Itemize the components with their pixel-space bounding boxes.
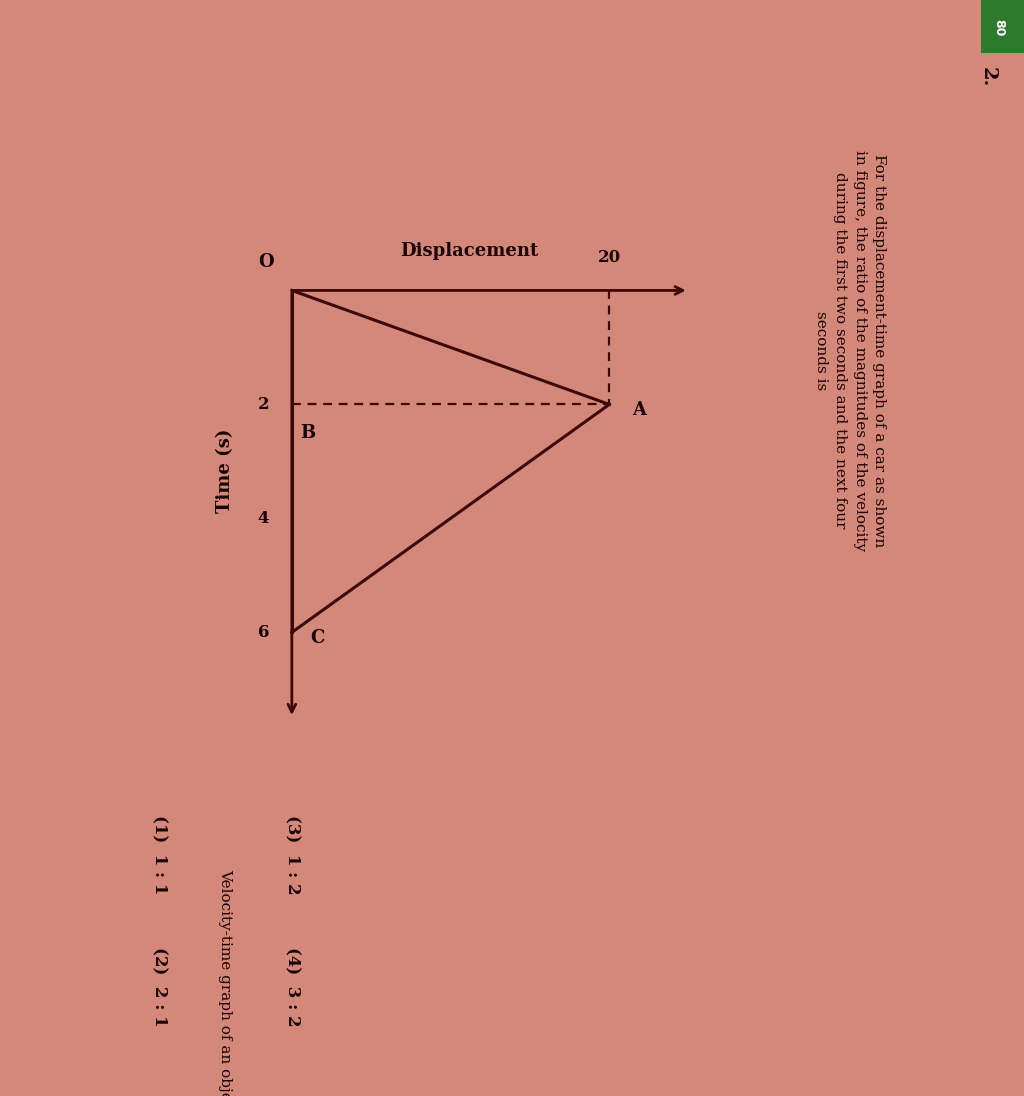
Text: B: B <box>300 424 315 442</box>
Text: O: O <box>258 253 273 271</box>
Text: For the displacement-time graph of a car as shown
in figure, the ratio of the ma: For the displacement-time graph of a car… <box>814 150 886 551</box>
Text: (3)  1 : 2: (3) 1 : 2 <box>284 815 300 894</box>
Text: (2)  2 : 1: (2) 2 : 1 <box>151 947 167 1026</box>
Text: Velocity-time graph of an object is given below. The: Velocity-time graph of an object is give… <box>218 869 232 1096</box>
Text: Time (s): Time (s) <box>216 430 234 513</box>
Text: 20: 20 <box>598 249 621 266</box>
Text: 2.: 2. <box>979 67 997 87</box>
Text: 4: 4 <box>258 510 269 527</box>
Text: C: C <box>310 629 325 647</box>
Text: (1)  1 : 1: (1) 1 : 1 <box>151 815 167 894</box>
FancyBboxPatch shape <box>981 0 1024 53</box>
Text: 80: 80 <box>992 19 1005 36</box>
Text: 6: 6 <box>258 624 269 641</box>
Text: Displacement: Displacement <box>400 242 539 260</box>
Text: (4)  3 : 2: (4) 3 : 2 <box>284 947 300 1026</box>
Text: 2: 2 <box>258 396 269 413</box>
Text: A: A <box>632 401 646 419</box>
